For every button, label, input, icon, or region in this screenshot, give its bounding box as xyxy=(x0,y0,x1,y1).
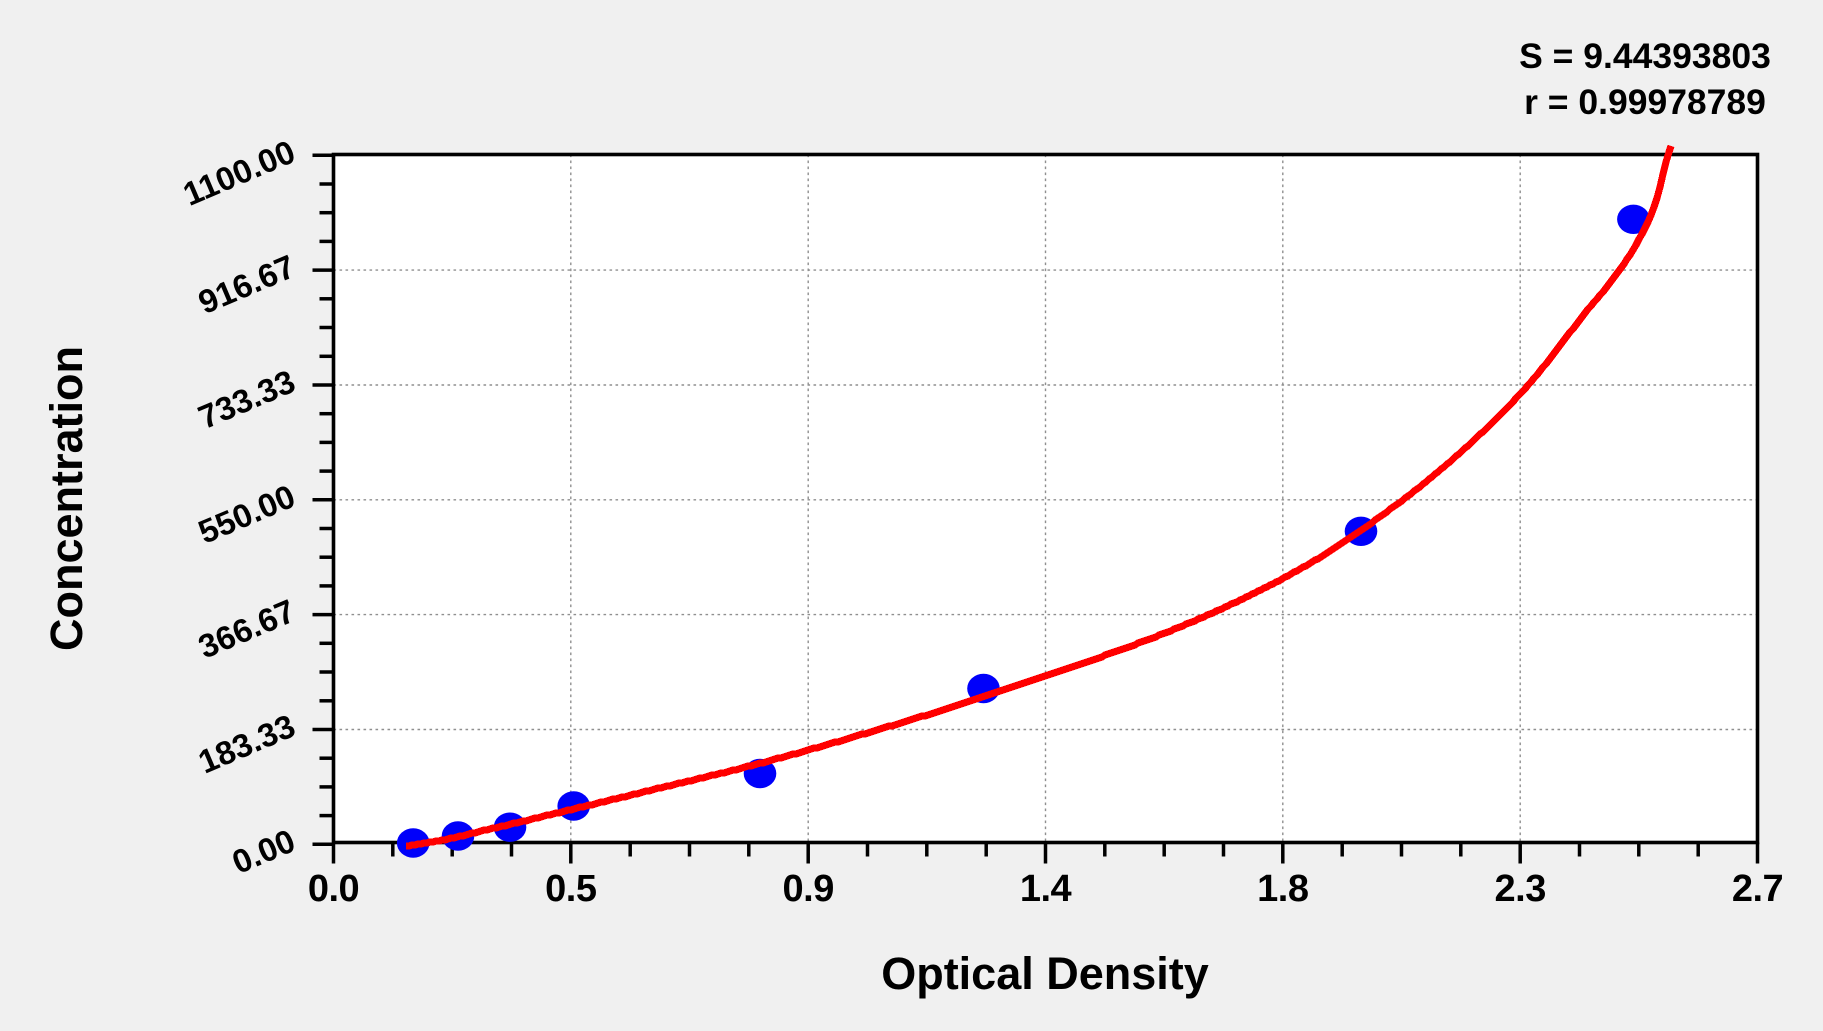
svg-text:1.8: 1.8 xyxy=(1257,868,1308,910)
svg-text:2.7: 2.7 xyxy=(1732,868,1783,910)
svg-text:2.3: 2.3 xyxy=(1495,868,1546,910)
svg-text:0.5: 0.5 xyxy=(545,868,597,910)
svg-text:0.9: 0.9 xyxy=(783,868,834,910)
svg-text:S = 9.44393803: S = 9.44393803 xyxy=(1519,36,1771,76)
svg-text:Optical Density: Optical Density xyxy=(881,948,1209,999)
svg-text:r = 0.99978789: r = 0.99978789 xyxy=(1524,82,1766,122)
svg-text:Concentration: Concentration xyxy=(41,346,92,651)
svg-text:0.0: 0.0 xyxy=(308,868,359,910)
svg-text:1.4: 1.4 xyxy=(1020,868,1072,910)
